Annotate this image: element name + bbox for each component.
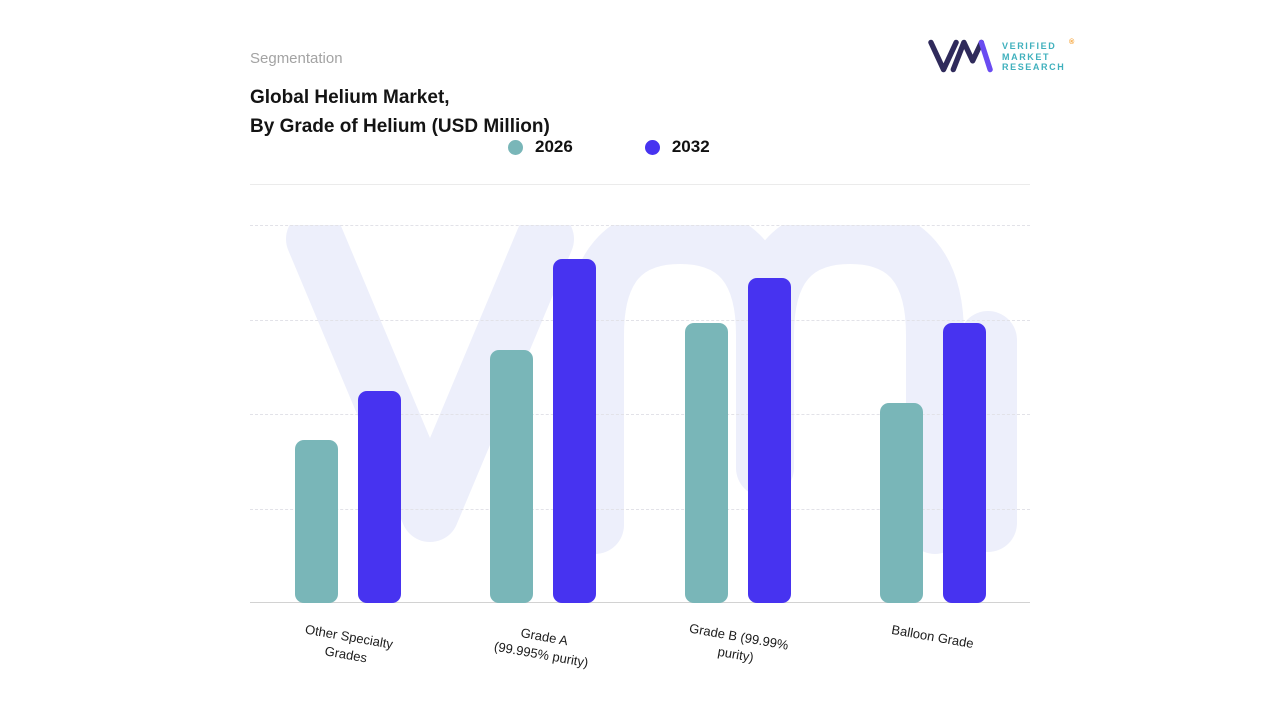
gridline xyxy=(250,508,1030,510)
gridlines xyxy=(250,225,1030,603)
x-axis-label-slot: Balloon Grade xyxy=(880,614,986,704)
x-axis-label: Grade A (99.995% purity) xyxy=(492,625,590,671)
bar-group xyxy=(879,225,986,603)
chart-title-line2: By Grade of Helium (USD Million) xyxy=(250,116,550,137)
gridline xyxy=(250,319,1030,321)
bar-group xyxy=(684,225,791,603)
legend-label-2032: 2032 xyxy=(671,137,710,156)
bar-2032 xyxy=(552,259,596,603)
bar-2026 xyxy=(684,323,728,603)
bar-2032 xyxy=(942,323,986,603)
x-axis-label: Balloon Grade xyxy=(890,621,975,652)
bar-groups xyxy=(250,225,1030,603)
registered-trademark-icon: ® xyxy=(1069,39,1075,46)
legend-swatch-2032 xyxy=(644,139,660,155)
brand-line-market: MARKET xyxy=(1002,51,1051,62)
legend-label-2026: 2026 xyxy=(535,137,573,156)
x-axis-label-slot: Other Specialty Grades xyxy=(295,614,401,704)
x-axis-label-slot: Grade B (99.99% purity) xyxy=(685,614,791,704)
bar-2026 xyxy=(294,440,338,603)
brand-line-research: RESEARCH xyxy=(1002,62,1066,72)
chart-title: Global Helium Market, By Grade of Helium… xyxy=(250,83,550,141)
chart-title-line1: Global Helium Market, xyxy=(250,87,450,108)
x-axis-line xyxy=(250,602,1030,603)
brand-wordmark: VERIFIED MARKET RESEARCH ® xyxy=(1002,39,1074,73)
bar-group xyxy=(294,225,401,603)
bar-2032 xyxy=(747,277,791,603)
legend-item-2026: 2026 xyxy=(508,137,573,157)
legend-swatch-2026 xyxy=(508,139,523,155)
x-axis-label: Other Specialty Grades xyxy=(304,621,395,666)
chart-legend: 2026 2032 xyxy=(508,137,710,157)
plot-area xyxy=(250,225,1030,603)
gridline xyxy=(250,225,1030,226)
x-axis-labels: Other Specialty Grades Grade A (99.995% p… xyxy=(250,614,1030,704)
x-axis-label: Grade B (99.99% purity) xyxy=(688,620,790,665)
x-axis-label-slot: Grade A (99.995% purity) xyxy=(490,614,596,704)
bar-2032 xyxy=(357,391,401,603)
bar-2026 xyxy=(489,349,533,603)
bar-group xyxy=(489,225,596,603)
brand-logo: VERIFIED MARKET RESEARCH ® xyxy=(928,38,1074,74)
bar-2026 xyxy=(879,402,923,603)
gridline xyxy=(250,414,1030,415)
legend-item-2032: 2032 xyxy=(644,137,710,157)
header-divider xyxy=(250,184,1030,185)
vmr-monogram-icon xyxy=(928,39,993,73)
section-label: Segmentation xyxy=(250,50,343,67)
brand-line-verified: VERIFIED xyxy=(1002,41,1057,51)
